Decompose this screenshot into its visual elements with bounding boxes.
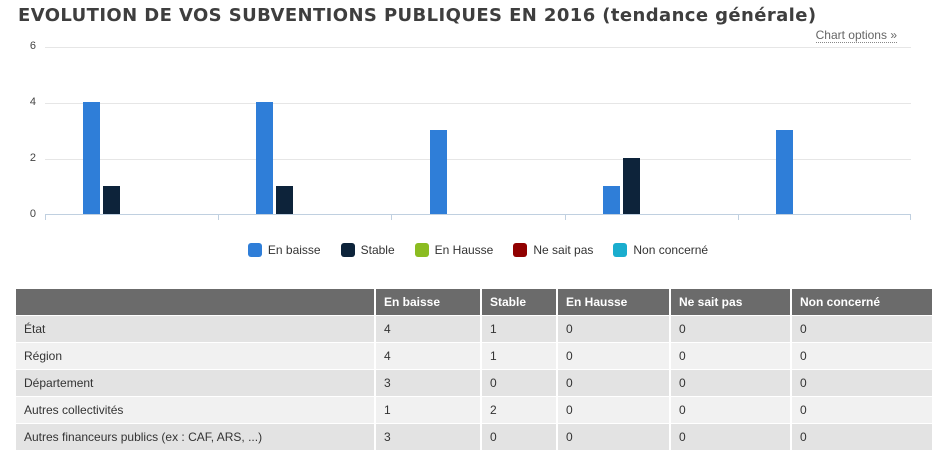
table-cell: 0 [671, 397, 790, 423]
table-cell: 0 [558, 424, 669, 450]
table-cell: 0 [558, 343, 669, 369]
gridline [45, 103, 911, 104]
y-axis-label: 4 [29, 96, 36, 108]
x-axis-tick [738, 215, 739, 220]
legend-item[interactable]: En Hausse [414, 243, 494, 257]
table-header-cell: Ne sait pas [671, 289, 790, 315]
bar [103, 186, 120, 214]
table-cell: 0 [482, 424, 556, 450]
x-axis-line [45, 214, 911, 215]
table-cell: 0 [671, 316, 790, 342]
table-cell: 0 [671, 370, 790, 396]
bar [603, 186, 620, 214]
table-row: Autres collectivités 1 2 0 0 0 [16, 397, 932, 423]
table-row-label: Région [16, 343, 374, 369]
table-cell: 0 [792, 316, 932, 342]
bar [776, 130, 793, 214]
table-header-cell: Stable [482, 289, 556, 315]
x-axis-tick [391, 215, 392, 220]
legend-swatch [613, 243, 628, 257]
table-row-label: État [16, 316, 374, 342]
table-cell: 3 [376, 424, 480, 450]
legend-swatch [414, 243, 429, 257]
table-cell: 0 [558, 316, 669, 342]
table-cell: 0 [482, 370, 556, 396]
legend-item-label: En baisse [267, 243, 321, 257]
legend-item-label: Non concerné [633, 243, 709, 257]
table-header-cell: En Hausse [558, 289, 669, 315]
table-cell: 0 [792, 370, 932, 396]
table-cell: 1 [482, 316, 556, 342]
table-cell: 4 [376, 316, 480, 342]
table-row: Région 4 1 0 0 0 [16, 343, 932, 369]
table-row: Département 3 0 0 0 0 [16, 370, 932, 396]
data-table: En baisse Stable En Hausse Ne sait pas Non c… [14, 288, 934, 451]
page-title: EVOLUTION DE VOS SUBVENTIONS PUBLIQUES E… [18, 5, 817, 26]
bar [276, 186, 293, 214]
legend-item[interactable]: Ne sait pas [513, 243, 593, 257]
table-cell: 0 [558, 397, 669, 423]
bar [430, 130, 447, 214]
table-row: Autres financeurs publics (ex : CAF, ARS… [16, 424, 932, 450]
x-axis-tick [565, 215, 566, 220]
x-axis-tick [45, 215, 46, 220]
legend-item-label: Ne sait pas [533, 243, 594, 257]
table-header-cell [16, 289, 374, 315]
table-cell: 0 [671, 424, 790, 450]
table-header-cell: Non concerné [792, 289, 932, 315]
y-axis-label: 0 [29, 208, 36, 220]
plot-area [45, 47, 911, 220]
bar [256, 102, 273, 214]
table-cell: 0 [792, 397, 932, 423]
legend-item[interactable]: Stable [340, 243, 395, 257]
table-cell: 0 [558, 370, 669, 396]
bar [623, 158, 640, 214]
gridline [45, 159, 911, 160]
table-cell: 0 [671, 343, 790, 369]
table-cell: 2 [482, 397, 556, 423]
x-axis-tick [910, 215, 911, 220]
legend-swatch [247, 243, 262, 257]
chart-legend: En baisse Stable En Hausse Ne sait pas Non c… [45, 243, 911, 257]
table-row-label: Autres collectivités [16, 397, 374, 423]
chart-options-link[interactable]: Chart options » [815, 28, 897, 43]
table-cell: 1 [376, 397, 480, 423]
table-cell: 0 [792, 343, 932, 369]
legend-item[interactable]: En baisse [247, 243, 321, 257]
legend-swatch [340, 243, 355, 257]
table-row-label: Département [16, 370, 374, 396]
table-cell: 3 [376, 370, 480, 396]
legend-item-label: Stable [360, 243, 395, 257]
table-header-row: En baisse Stable En Hausse Ne sait pas Non c… [16, 289, 932, 315]
bar [83, 102, 100, 214]
legend-item-label: En Hausse [434, 243, 494, 257]
table-cell: 4 [376, 343, 480, 369]
table-cell: 1 [482, 343, 556, 369]
table-cell: 0 [792, 424, 932, 450]
table-row: État 4 1 0 0 0 [16, 316, 932, 342]
y-axis-label: 6 [29, 40, 36, 52]
legend-swatch [513, 243, 528, 257]
gridline [45, 47, 911, 48]
table-row-label: Autres financeurs publics (ex : CAF, ARS… [16, 424, 374, 450]
table-header-cell: En baisse [376, 289, 480, 315]
x-axis-tick [218, 215, 219, 220]
legend-item[interactable]: Non concerné [613, 243, 708, 257]
y-axis-label: 2 [29, 152, 36, 164]
